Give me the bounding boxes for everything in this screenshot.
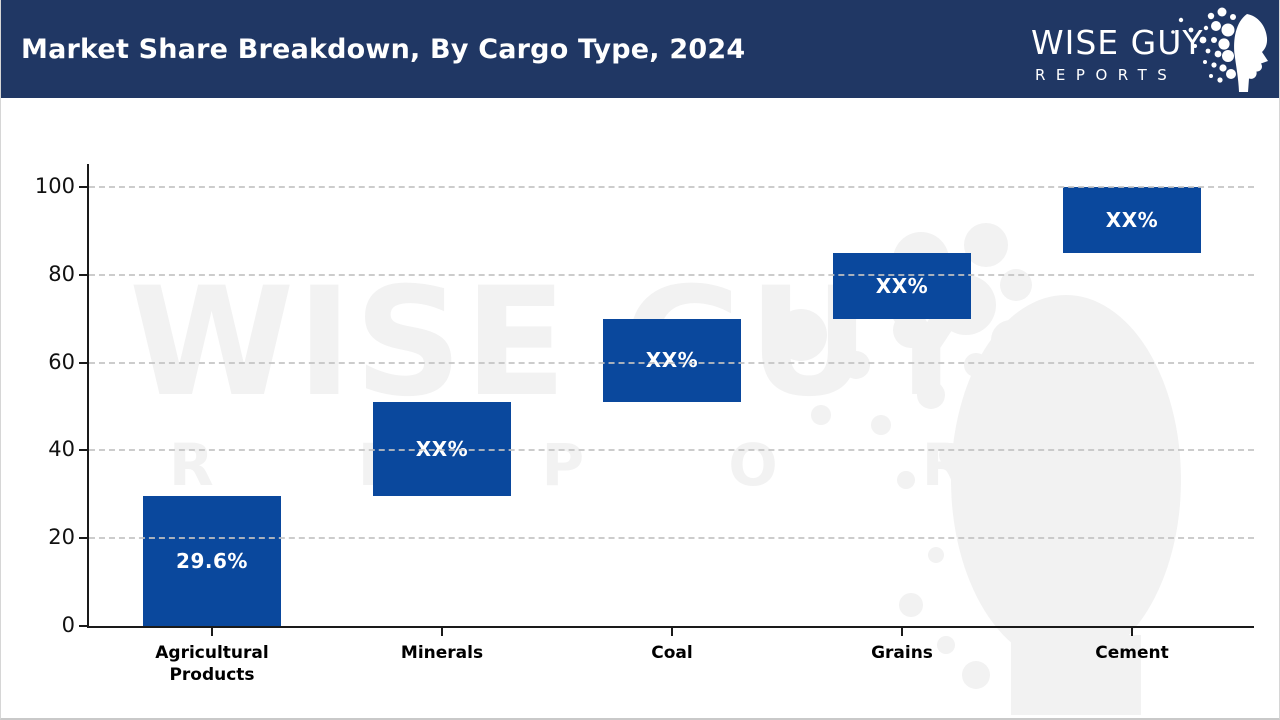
gridline-y40 bbox=[89, 449, 1254, 452]
gridline-y80 bbox=[89, 273, 1254, 276]
dotted-head-profile-watermark-icon bbox=[775, 223, 1181, 715]
x-category-label: Agricultural Products bbox=[155, 643, 269, 686]
y-tick-20 bbox=[79, 537, 87, 540]
x-category-label: Grains bbox=[871, 643, 933, 663]
y-tick-label-100: 100 bbox=[34, 174, 75, 198]
bar-value-label: 29.6% bbox=[176, 549, 248, 574]
bar-agricultural-products: 29.6% bbox=[143, 496, 281, 626]
bar-coal: XX% bbox=[603, 318, 741, 403]
y-tick-100 bbox=[79, 186, 87, 188]
y-tick-label-40: 40 bbox=[48, 437, 75, 462]
x-tick-2 bbox=[441, 628, 443, 636]
logo-line1-text: WISE GUY bbox=[1031, 23, 1204, 62]
header: Market Share Breakdown, By Cargo Type, 2… bbox=[1, 0, 1279, 98]
bar-value-label: XX% bbox=[415, 437, 469, 462]
y-tick-60 bbox=[79, 361, 87, 364]
bar-value-label: XX% bbox=[1105, 207, 1159, 232]
y-axis-line bbox=[87, 164, 89, 628]
y-tick-label-80: 80 bbox=[48, 261, 75, 286]
x-axis-line bbox=[87, 626, 1254, 628]
x-category-label: Coal bbox=[651, 643, 693, 663]
y-tick-80 bbox=[79, 273, 87, 276]
gridline-y20 bbox=[89, 537, 1254, 540]
wise-guy-reports-logo: WISE GUY REPORTS bbox=[1031, 7, 1268, 92]
logo-wordmark: WISE GUY REPORTS bbox=[1031, 23, 1204, 84]
logo-line2-text: REPORTS bbox=[1035, 66, 1177, 84]
x-category-label: Minerals bbox=[400, 643, 484, 663]
x-tick-3 bbox=[671, 628, 673, 636]
x-tick-4 bbox=[901, 628, 903, 636]
bar-minerals: XX% bbox=[373, 402, 511, 497]
x-tick-1 bbox=[211, 628, 213, 636]
bar-cement: XX% bbox=[1063, 187, 1201, 253]
y-tick-label-20: 20 bbox=[48, 525, 75, 550]
gridline-y60 bbox=[89, 361, 1254, 364]
y-tick-label-0: 0 bbox=[61, 613, 75, 637]
bar-value-label: XX% bbox=[875, 273, 929, 298]
gridline-y100 bbox=[89, 186, 1254, 188]
bar-value-label: XX% bbox=[645, 348, 699, 373]
dotted-head-profile-icon bbox=[1171, 7, 1268, 92]
x-category-label: Cement bbox=[1095, 643, 1169, 663]
y-tick-0 bbox=[79, 625, 87, 627]
bar-grains: XX% bbox=[833, 252, 971, 319]
y-tick-label-60: 60 bbox=[48, 349, 75, 374]
page-title: Market Share Breakdown, By Cargo Type, 2… bbox=[21, 33, 746, 65]
x-tick-5 bbox=[1131, 628, 1133, 636]
y-tick-40 bbox=[79, 449, 87, 452]
